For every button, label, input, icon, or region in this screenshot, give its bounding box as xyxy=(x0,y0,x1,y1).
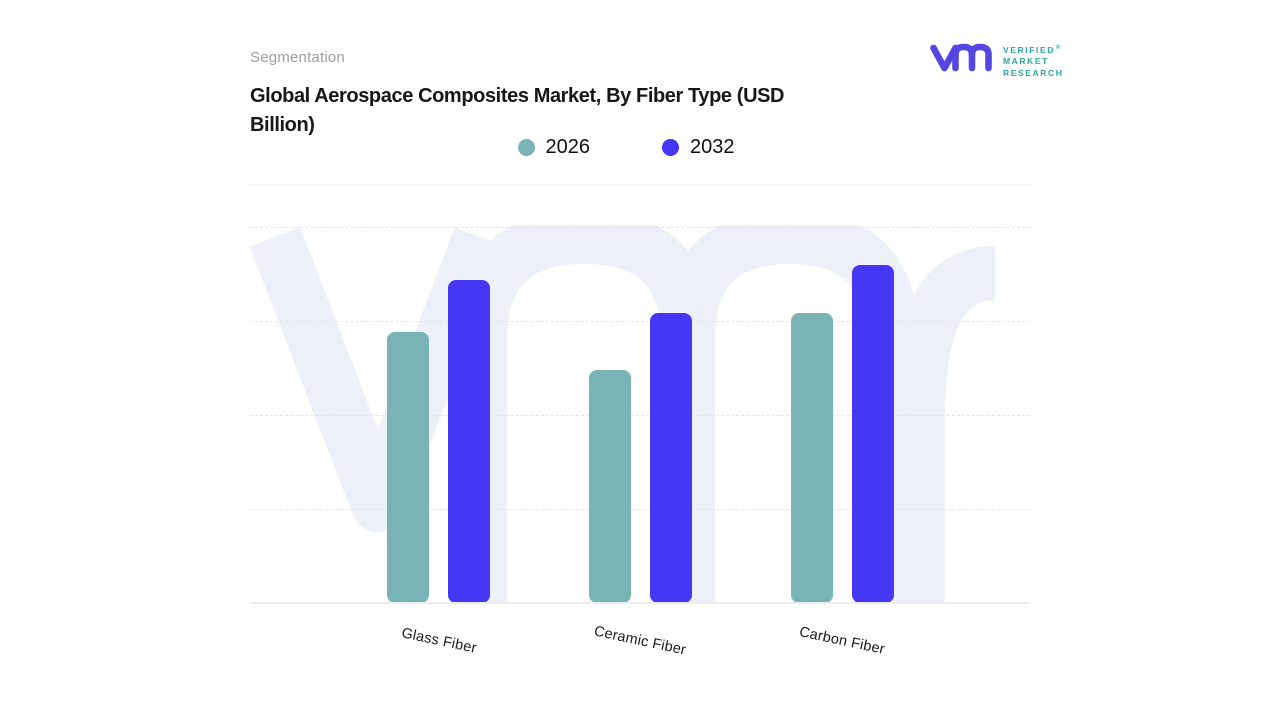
plot-area xyxy=(250,225,1030,604)
chart-title-line-1: Global Aerospace Composites Market, By F… xyxy=(250,85,785,107)
x-axis-line xyxy=(250,602,1030,604)
chart-legend: 2026 2032 xyxy=(236,136,1016,159)
registered-trademark-icon: ® xyxy=(1056,45,1061,51)
bar-2032-carbon-fiber xyxy=(851,265,894,603)
header-divider xyxy=(250,184,1030,185)
bar-2026-carbon-fiber xyxy=(790,313,833,603)
bar-2026-ceramic-fiber xyxy=(588,370,631,603)
vmr-monogram-icon xyxy=(930,43,992,72)
gridline-75 xyxy=(250,321,1030,322)
legend-label-2026: 2026 xyxy=(545,136,591,158)
gridline-25 xyxy=(250,509,1030,510)
bar-group-ceramic-fiber xyxy=(588,313,692,603)
logo-line-market: MARKET xyxy=(1003,56,1049,67)
logo-word-verified: VERIFIED xyxy=(1003,44,1056,55)
legend-label-2032: 2032 xyxy=(690,136,735,158)
legend-item-2026: 2026 xyxy=(517,136,591,159)
gridline-100 xyxy=(250,227,1030,228)
gridline-50 xyxy=(250,415,1030,416)
bar-group-carbon-fiber xyxy=(790,265,894,603)
section-label: Segmentation xyxy=(250,49,345,66)
logo-line-research: RESEARCH xyxy=(1003,67,1064,78)
x-axis-label-carbon-fiber: Carbon Fiber xyxy=(797,624,887,658)
bar-group-glass-fiber xyxy=(387,280,490,603)
bar-2032-glass-fiber xyxy=(448,280,490,603)
logo-line-verified: VERIFIED® xyxy=(1003,43,1064,56)
x-axis-label-ceramic-fiber: Ceramic Fiber xyxy=(592,623,688,659)
legend-item-2032: 2032 xyxy=(662,136,735,159)
x-axis-label-glass-fiber: Glass Fiber xyxy=(399,625,478,657)
bar-2026-glass-fiber xyxy=(387,332,429,603)
vmr-logo-text: VERIFIED® MARKET RESEARCH xyxy=(1003,43,1064,79)
bar-2032-ceramic-fiber xyxy=(649,313,692,603)
legend-dot-2026 xyxy=(517,139,535,156)
chart-title: Global Aerospace Composites Market, By F… xyxy=(250,82,784,140)
chart-title-line-2: Billion) xyxy=(250,114,315,136)
legend-dot-2032 xyxy=(662,139,679,156)
vmr-logo: VERIFIED® MARKET RESEARCH xyxy=(928,38,1064,79)
